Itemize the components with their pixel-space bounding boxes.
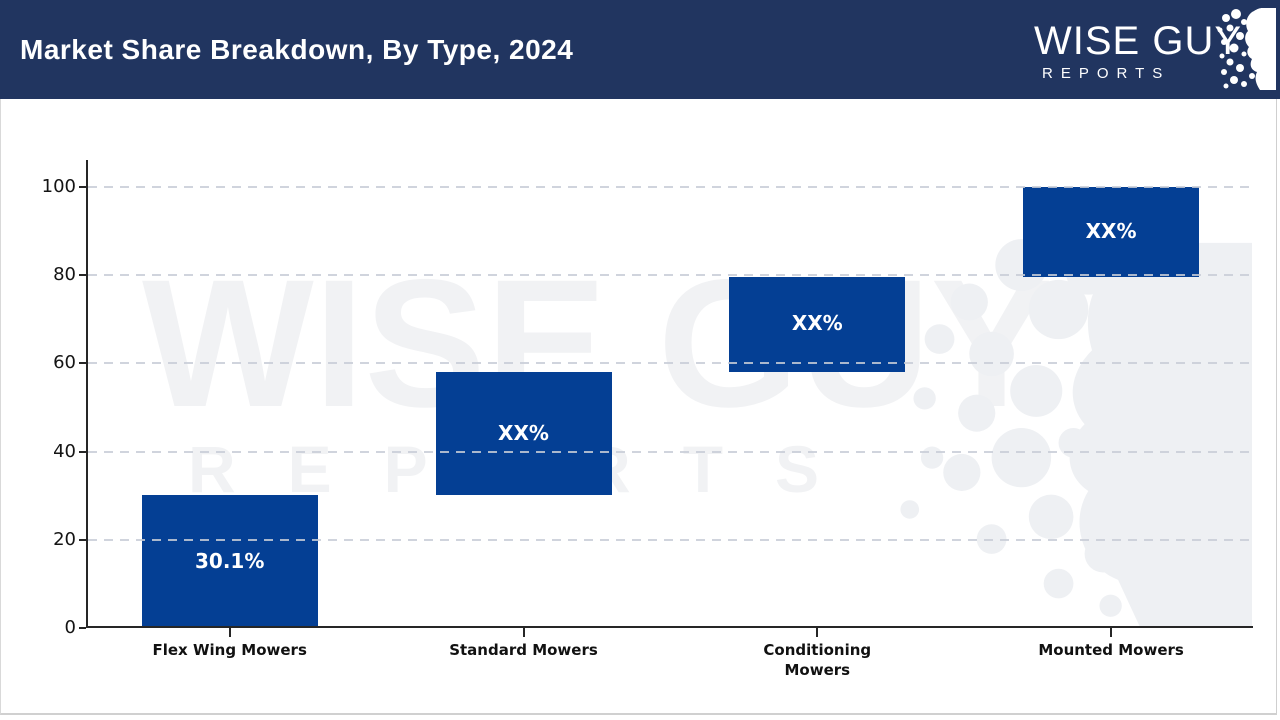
y-tick xyxy=(79,450,86,453)
gridline xyxy=(88,274,1253,277)
x-axis-category-label: Flex Wing Mowers xyxy=(152,641,307,659)
logo-subtitle: REPORTS xyxy=(1042,65,1170,82)
y-tick xyxy=(79,538,86,541)
bar xyxy=(1023,187,1200,277)
gridline xyxy=(88,362,1253,365)
gridline xyxy=(88,186,1253,188)
x-tick xyxy=(1110,628,1113,637)
bar xyxy=(141,495,318,628)
x-axis-category-label: Mounted Mowers xyxy=(1038,641,1184,659)
watermark-face-icon xyxy=(900,239,1252,628)
logo-wordmark: WISE GUY xyxy=(1034,19,1242,63)
x-axis-line xyxy=(86,626,1253,628)
y-tick xyxy=(79,274,86,277)
x-axis-category-label: Standard Mowers xyxy=(449,641,598,659)
y-tick-label: 40 xyxy=(53,440,76,462)
logo-face-icon xyxy=(1217,8,1276,90)
gridline xyxy=(88,450,1253,453)
y-tick xyxy=(79,186,86,188)
y-tick-label: 0 xyxy=(64,617,76,638)
x-axis-category-label: Conditioning Mowers xyxy=(763,641,872,679)
bar-value-label: XX% xyxy=(498,420,549,445)
y-tick-label: 80 xyxy=(53,264,76,286)
y-axis-line xyxy=(86,160,88,628)
x-tick xyxy=(228,628,231,637)
y-tick xyxy=(79,627,86,629)
y-tick-label: 20 xyxy=(53,528,76,550)
y-tick xyxy=(79,362,86,365)
bar-value-label: XX% xyxy=(1085,218,1137,243)
y-tick-label: 100 xyxy=(41,176,76,197)
chart-title: Market Share Breakdown, By Type, 2024 xyxy=(20,34,574,65)
bar-value-label: 30.1% xyxy=(194,548,265,573)
wise-guy-reports-logo: WISE GUY REPORTS xyxy=(1034,8,1276,90)
bar xyxy=(729,276,906,373)
header-band: Market Share Breakdown, By Type, 2024 WI… xyxy=(0,0,1280,99)
bar xyxy=(435,372,612,496)
x-tick xyxy=(522,628,525,637)
bar-value-label: XX% xyxy=(791,311,843,336)
gridline xyxy=(88,538,1253,541)
x-tick xyxy=(816,628,819,637)
y-tick-label: 60 xyxy=(53,352,76,374)
